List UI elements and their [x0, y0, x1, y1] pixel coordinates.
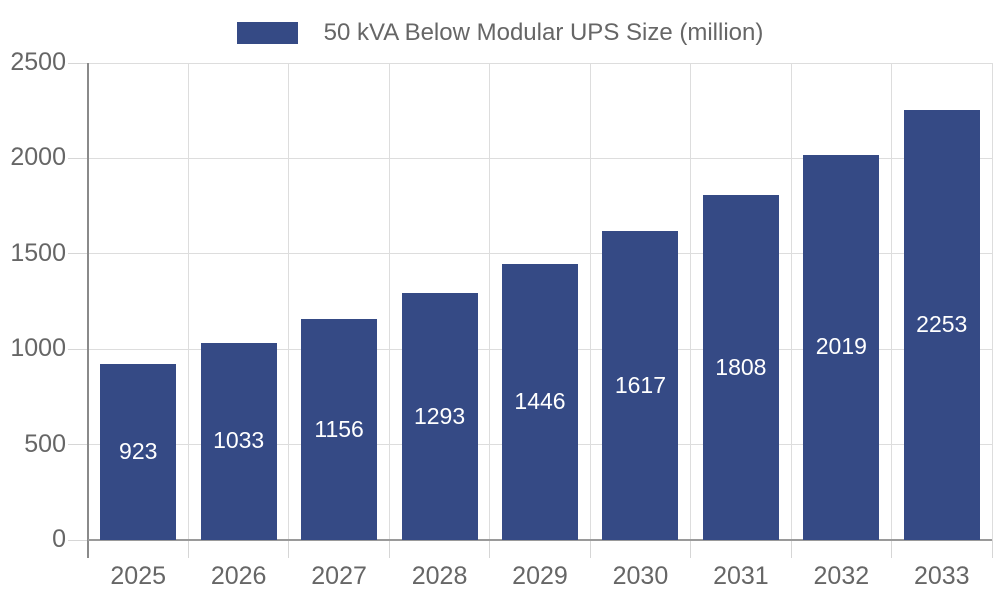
gridline-vertical [187, 63, 189, 540]
x-axis-tick [790, 540, 792, 558]
bar-value-label: 1808 [715, 353, 767, 380]
y-axis-line [87, 63, 89, 558]
x-axis-label: 2026 [210, 562, 267, 590]
bar[interactable] [803, 154, 880, 540]
gridline-vertical [489, 63, 491, 540]
bar[interactable] [100, 363, 177, 540]
gridline-horizontal [88, 253, 992, 255]
bar[interactable] [502, 264, 578, 540]
x-axis-label: 2025 [110, 562, 167, 590]
x-axis-label: 2031 [713, 562, 769, 590]
bar-value-label: 1293 [413, 402, 466, 429]
x-axis-tick [690, 540, 692, 558]
x-axis-tick [891, 540, 893, 558]
y-axis-label: 0 [52, 525, 66, 553]
y-axis-tick [68, 253, 88, 255]
gridline-vertical [991, 63, 993, 540]
y-axis-label: 2000 [10, 143, 66, 172]
x-axis-tick [991, 540, 993, 558]
gridline-vertical [891, 63, 893, 540]
x-axis-tick [489, 540, 491, 558]
y-axis-tick [68, 539, 88, 541]
bar-value-label: 1617 [614, 371, 667, 398]
x-axis-label: 2033 [913, 562, 970, 590]
x-axis-tick [589, 540, 591, 558]
y-axis-tick [68, 62, 88, 64]
gridline-horizontal [88, 157, 992, 159]
y-axis-label: 1000 [10, 334, 66, 363]
legend-swatch [236, 21, 298, 44]
bar-value-label: 2253 [916, 311, 968, 338]
x-axis-label: 2030 [612, 562, 669, 590]
y-axis-tick [68, 157, 88, 159]
bar[interactable] [401, 293, 478, 540]
y-axis-tick [68, 348, 88, 350]
gridline-vertical [288, 63, 290, 540]
bar-value-label: 923 [119, 437, 158, 464]
bar[interactable] [702, 195, 779, 540]
gridline-vertical [790, 63, 792, 540]
y-axis-tick [68, 444, 88, 446]
x-axis-tick [288, 540, 290, 558]
x-axis-label: 2032 [813, 562, 870, 590]
gridline-horizontal [88, 62, 992, 64]
gridline-vertical [690, 63, 692, 540]
bar-value-label: 1156 [314, 415, 364, 442]
x-axis-label: 2029 [512, 562, 568, 590]
gridline-vertical [589, 63, 591, 540]
x-axis-tick [187, 540, 189, 558]
bar-value-label: 1033 [213, 427, 265, 454]
x-axis-label: 2028 [411, 562, 468, 590]
y-axis-label: 2500 [10, 48, 66, 76]
legend[interactable]: 50 kVA Below Modular UPS Size (million) [0, 19, 1000, 47]
bar[interactable] [903, 110, 980, 540]
legend-label: 50 kVA Below Modular UPS Size (million) [323, 19, 764, 46]
bar[interactable] [200, 342, 277, 540]
bar[interactable] [301, 319, 378, 540]
gridline-vertical [388, 63, 390, 540]
x-axis-tick [388, 540, 390, 558]
x-axis-line [88, 539, 992, 541]
x-axis-label: 2027 [311, 562, 367, 590]
bar-value-label: 1446 [514, 388, 566, 415]
bar[interactable] [602, 231, 679, 540]
bar-value-label: 2019 [815, 333, 867, 360]
y-axis-label: 500 [24, 429, 66, 458]
y-axis-label: 1500 [10, 238, 66, 267]
